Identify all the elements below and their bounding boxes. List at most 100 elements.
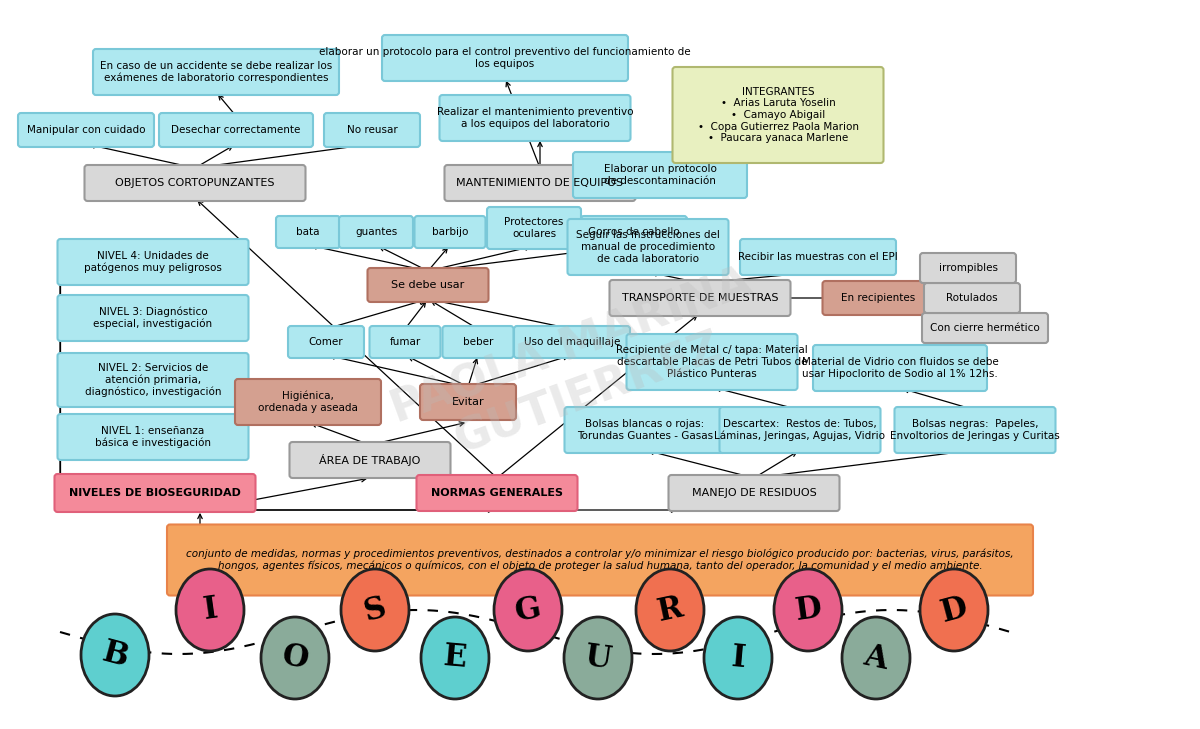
- Text: A: A: [862, 640, 890, 676]
- Text: barbijo: barbijo: [432, 227, 468, 237]
- Ellipse shape: [421, 617, 490, 699]
- Text: guantes: guantes: [355, 227, 397, 237]
- FancyBboxPatch shape: [574, 152, 746, 198]
- Text: beber: beber: [463, 337, 493, 347]
- Text: MANTENIMIENTO DE EQUIPOS: MANTENIMIENTO DE EQUIPOS: [456, 178, 624, 188]
- Text: Manipular con cuidado: Manipular con cuidado: [26, 125, 145, 135]
- Text: Realizar el mantenimiento preventivo
a los equipos del laboratorio: Realizar el mantenimiento preventivo a l…: [437, 107, 634, 129]
- Text: fumar: fumar: [389, 337, 421, 347]
- FancyBboxPatch shape: [18, 113, 154, 147]
- Text: Comer: Comer: [308, 337, 343, 347]
- FancyBboxPatch shape: [444, 165, 636, 201]
- Text: Protectores
oculares: Protectores oculares: [504, 217, 564, 239]
- Text: PAOLA MARINA
GUTIERREZ: PAOLA MARINA GUTIERREZ: [385, 261, 775, 479]
- Text: R: R: [654, 592, 685, 628]
- Text: En recipientes: En recipientes: [841, 293, 916, 303]
- FancyBboxPatch shape: [822, 281, 934, 315]
- Text: INTEGRANTES
•  Arias Laruta Yoselin
•  Camayo Abigail
•  Copa Gutierrez Paola Ma: INTEGRANTES • Arias Laruta Yoselin • Cam…: [697, 87, 858, 143]
- Text: Evitar: Evitar: [451, 397, 485, 407]
- FancyBboxPatch shape: [235, 379, 382, 425]
- Text: Higiénica,
ordenada y aseada: Higiénica, ordenada y aseada: [258, 391, 358, 413]
- FancyBboxPatch shape: [568, 219, 728, 275]
- Text: MANEJO DE RESIDUOS: MANEJO DE RESIDUOS: [691, 488, 816, 498]
- FancyBboxPatch shape: [443, 326, 514, 358]
- Text: TRANSPORTE DE MUESTRAS: TRANSPORTE DE MUESTRAS: [622, 293, 779, 303]
- Text: I: I: [730, 642, 746, 674]
- Text: Bolsas blancas o rojas:
Torundas Guantes - Gasas: Bolsas blancas o rojas: Torundas Guantes…: [577, 419, 713, 441]
- Text: NORMAS GENERALES: NORMAS GENERALES: [431, 488, 563, 498]
- Text: E: E: [442, 642, 468, 674]
- FancyBboxPatch shape: [740, 239, 896, 275]
- Text: Seguir las instrucciones del
manual de procedimiento
de cada laboratorio: Seguir las instrucciones del manual de p…: [576, 230, 720, 264]
- Text: elaborar un protocolo para el control preventivo del funcionamiento de
los equip: elaborar un protocolo para el control pr…: [319, 47, 691, 69]
- Ellipse shape: [774, 569, 842, 651]
- Text: Con cierre hermético: Con cierre hermético: [930, 323, 1040, 333]
- Text: Bolsas negras:  Papeles,
Envoltorios de Jeringas y Curitas: Bolsas negras: Papeles, Envoltorios de J…: [890, 419, 1060, 441]
- FancyBboxPatch shape: [84, 165, 306, 201]
- FancyBboxPatch shape: [58, 353, 248, 407]
- Text: NIVELES DE BIOSEGURIDAD: NIVELES DE BIOSEGURIDAD: [70, 488, 241, 498]
- Text: Elaborar un protocolo
de descontaminación: Elaborar un protocolo de descontaminació…: [604, 164, 716, 186]
- Text: NIVEL 3: Diagnóstico
especial, investigación: NIVEL 3: Diagnóstico especial, investiga…: [94, 307, 212, 330]
- FancyBboxPatch shape: [167, 524, 1033, 596]
- FancyBboxPatch shape: [288, 326, 364, 358]
- FancyBboxPatch shape: [626, 334, 798, 390]
- FancyBboxPatch shape: [672, 67, 883, 163]
- Text: Recibir las muestras con el EPI: Recibir las muestras con el EPI: [738, 252, 898, 262]
- Ellipse shape: [564, 617, 632, 699]
- FancyBboxPatch shape: [720, 407, 881, 453]
- Text: D: D: [793, 593, 823, 627]
- Text: NIVEL 2: Servicios de
atención primaria,
diagnóstico, investigación: NIVEL 2: Servicios de atención primaria,…: [85, 363, 221, 397]
- Ellipse shape: [494, 569, 562, 651]
- FancyBboxPatch shape: [439, 95, 630, 141]
- FancyBboxPatch shape: [924, 283, 1020, 313]
- Ellipse shape: [704, 617, 772, 699]
- FancyBboxPatch shape: [514, 326, 630, 358]
- Text: Uso del maquillaje: Uso del maquillaje: [524, 337, 620, 347]
- FancyBboxPatch shape: [564, 407, 726, 453]
- Text: U: U: [583, 641, 613, 675]
- Text: O: O: [280, 641, 311, 676]
- Text: Gorros de cabello: Gorros de cabello: [588, 227, 680, 237]
- Ellipse shape: [842, 617, 910, 699]
- FancyBboxPatch shape: [58, 239, 248, 285]
- Text: OBJETOS CORTOPUNZANTES: OBJETOS CORTOPUNZANTES: [115, 178, 275, 188]
- FancyBboxPatch shape: [420, 384, 516, 420]
- Text: S: S: [360, 592, 390, 628]
- Ellipse shape: [262, 617, 329, 699]
- FancyBboxPatch shape: [581, 216, 686, 248]
- Text: NIVEL 4: Unidades de
patógenos muy peligrosos: NIVEL 4: Unidades de patógenos muy pelig…: [84, 251, 222, 273]
- FancyBboxPatch shape: [340, 216, 413, 248]
- FancyBboxPatch shape: [158, 113, 313, 147]
- Text: Descartex:  Restos de: Tubos,
Láminas, Jeringas, Agujas, Vidrio: Descartex: Restos de: Tubos, Láminas, Je…: [714, 419, 886, 441]
- Text: I: I: [200, 593, 220, 626]
- FancyBboxPatch shape: [487, 207, 581, 249]
- FancyBboxPatch shape: [324, 113, 420, 147]
- FancyBboxPatch shape: [814, 345, 986, 391]
- Text: B: B: [98, 636, 132, 674]
- Text: NIVEL 1: enseñanza
básica e investigación: NIVEL 1: enseñanza básica e investigació…: [95, 426, 211, 448]
- Ellipse shape: [920, 569, 988, 651]
- Ellipse shape: [176, 569, 244, 651]
- Text: conjunto de medidas, normas y procedimientos preventivos, destinados a controlar: conjunto de medidas, normas y procedimie…: [186, 549, 1014, 572]
- Text: bata: bata: [296, 227, 319, 237]
- Text: No reusar: No reusar: [347, 125, 397, 135]
- Text: ÁREA DE TRABAJO: ÁREA DE TRABAJO: [319, 454, 421, 466]
- Ellipse shape: [636, 569, 704, 651]
- FancyBboxPatch shape: [922, 313, 1048, 343]
- Text: Rotulados: Rotulados: [946, 293, 998, 303]
- FancyBboxPatch shape: [58, 295, 248, 341]
- Text: irrompibles: irrompibles: [938, 263, 997, 273]
- FancyBboxPatch shape: [610, 280, 791, 316]
- Text: Recipiente de Metal c/ tapa: Material
descartable Placas de Petri Tubos de
Plást: Recipiente de Metal c/ tapa: Material de…: [616, 346, 808, 378]
- FancyBboxPatch shape: [370, 326, 440, 358]
- FancyBboxPatch shape: [894, 407, 1056, 453]
- Ellipse shape: [82, 614, 149, 696]
- FancyBboxPatch shape: [382, 35, 628, 81]
- FancyBboxPatch shape: [54, 474, 256, 512]
- FancyBboxPatch shape: [276, 216, 340, 248]
- Text: D: D: [937, 592, 971, 628]
- Text: En caso de un accidente se debe realizar los
exámenes de laboratorio correspondi: En caso de un accidente se debe realizar…: [100, 61, 332, 83]
- FancyBboxPatch shape: [58, 414, 248, 460]
- FancyBboxPatch shape: [367, 268, 488, 302]
